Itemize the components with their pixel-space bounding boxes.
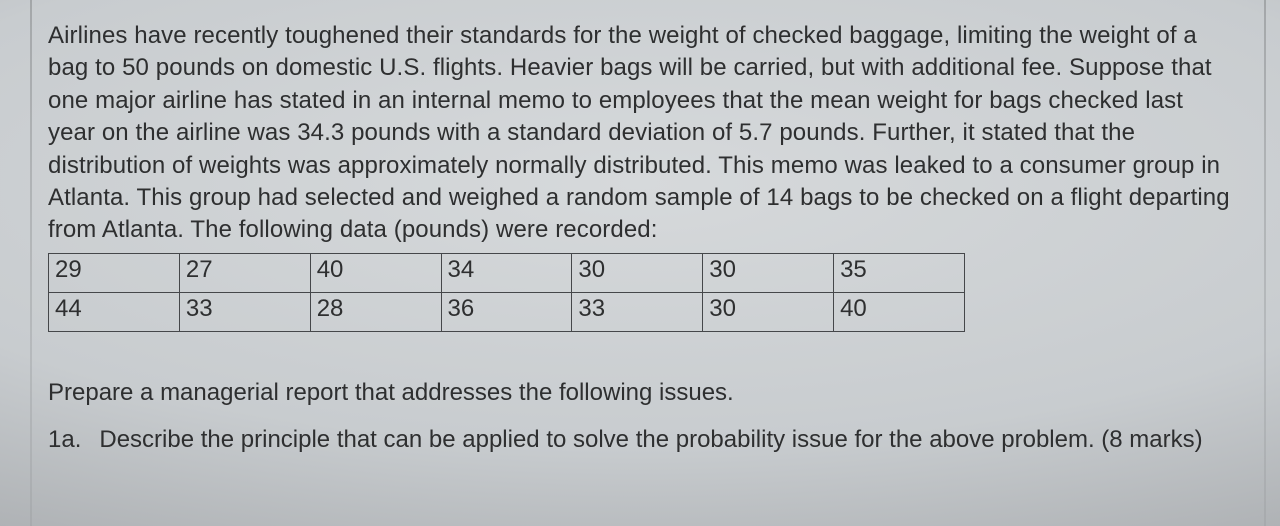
table-cell: 27 bbox=[179, 253, 310, 292]
table-cell: 33 bbox=[572, 292, 703, 331]
table-cell: 33 bbox=[179, 292, 310, 331]
table-row: 44 33 28 36 33 30 40 bbox=[49, 292, 965, 331]
table-cell: 28 bbox=[310, 292, 441, 331]
table-cell: 40 bbox=[834, 292, 965, 331]
table-cell: 35 bbox=[834, 253, 965, 292]
report-instruction: Prepare a managerial report that address… bbox=[48, 376, 1232, 410]
table-cell: 40 bbox=[310, 253, 441, 292]
table-cell: 30 bbox=[703, 253, 834, 292]
question-row: 1a. Describe the principle that can be a… bbox=[48, 423, 1232, 457]
table-cell: 29 bbox=[49, 253, 180, 292]
table-cell: 44 bbox=[49, 292, 180, 331]
data-table: 29 27 40 34 30 30 35 44 33 28 36 33 30 4… bbox=[48, 253, 965, 332]
table-cell: 34 bbox=[441, 253, 572, 292]
table-cell: 36 bbox=[441, 292, 572, 331]
problem-passage: Airlines have recently toughened their s… bbox=[48, 20, 1232, 247]
table-row: 29 27 40 34 30 30 35 bbox=[49, 253, 965, 292]
table-cell: 30 bbox=[703, 292, 834, 331]
question-text: Describe the principle that can be appli… bbox=[99, 423, 1202, 457]
table-cell: 30 bbox=[572, 253, 703, 292]
question-number: 1a. bbox=[48, 423, 81, 457]
